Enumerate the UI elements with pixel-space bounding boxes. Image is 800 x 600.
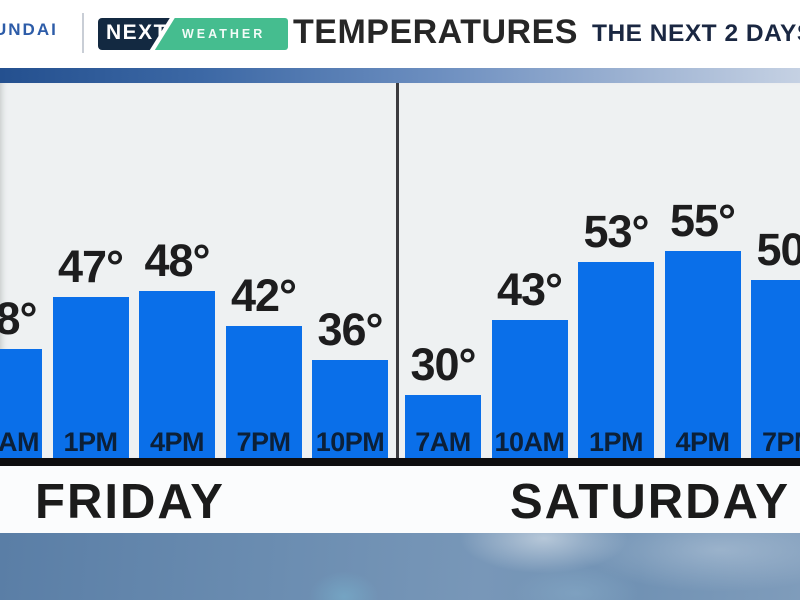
weather-logo-label: WEATHER (182, 27, 266, 41)
bar-time-label: 10AM (494, 427, 565, 457)
bar-time-label: 7AM (415, 427, 471, 457)
chart-area: 10AM 38° 1PM 47° 4PM 48° 7PM 42° 10PM 36° 7AM 30° 10… (0, 83, 800, 458)
page-title: TEMPERATURES (293, 13, 578, 51)
bar-temp-label: 38° (0, 293, 38, 344)
temp-bar: 7PM (225, 326, 302, 458)
x-axis-line (0, 458, 800, 466)
bar-time-label: 1PM (588, 427, 644, 457)
bar-temp-label: 42° (230, 270, 297, 321)
bar-time-label: 10PM (315, 427, 385, 457)
bar-temp-label: 36° (317, 304, 383, 355)
temp-bar: 1PM (578, 262, 654, 458)
next-logo-label: NEXT (106, 21, 169, 44)
temp-bar: 4PM (664, 251, 741, 458)
temp-bar: 7AM (405, 395, 481, 458)
bar-time-label: 1PM (63, 427, 118, 457)
hyundai-logo-text: UNDAI (0, 20, 58, 39)
bar-time-label: 10AM (0, 427, 40, 457)
bar-temp-label: 43° (496, 264, 563, 315)
temp-bar: 4PM (139, 291, 215, 458)
bar-time-label: 4PM (149, 427, 205, 457)
day-label-saturday: SATURDAY (509, 475, 791, 529)
bar-temp-label: 50° (756, 224, 800, 275)
temp-bar: 1PM (52, 297, 129, 458)
bar-temp-label: 53° (583, 206, 649, 257)
bar-temp-label: 48° (144, 235, 210, 286)
bar-time-label: 7PM (761, 427, 800, 457)
bar-temp-label: 47° (57, 241, 124, 292)
temp-bar: 10PM (312, 360, 388, 458)
hyundai-logo: UNDAI (0, 20, 78, 50)
temp-bar: 10AM (0, 349, 42, 458)
bar-temp-label: 30° (410, 339, 476, 390)
header-divider (82, 13, 84, 53)
header-subtitle: THE NEXT 2 DAYS (592, 20, 800, 47)
temp-bar: 10AM (491, 320, 568, 458)
temp-bar: 7PM (751, 280, 800, 458)
header-accent-bar (0, 68, 800, 83)
sky-photo-band (0, 533, 800, 600)
bar-temp-label: 55° (669, 195, 736, 246)
bar-time-label: 4PM (675, 427, 730, 457)
bar-time-label: 7PM (236, 427, 291, 457)
header: UNDAI NEXT WEATHER TEMPERATURES THE NEXT… (0, 0, 800, 68)
day-label-strip: FRIDAY SATURDAY (0, 466, 800, 533)
next-weather-logo: NEXT WEATHER (96, 16, 288, 52)
day-label-friday: FRIDAY (35, 475, 225, 529)
day-divider-line (396, 83, 399, 458)
